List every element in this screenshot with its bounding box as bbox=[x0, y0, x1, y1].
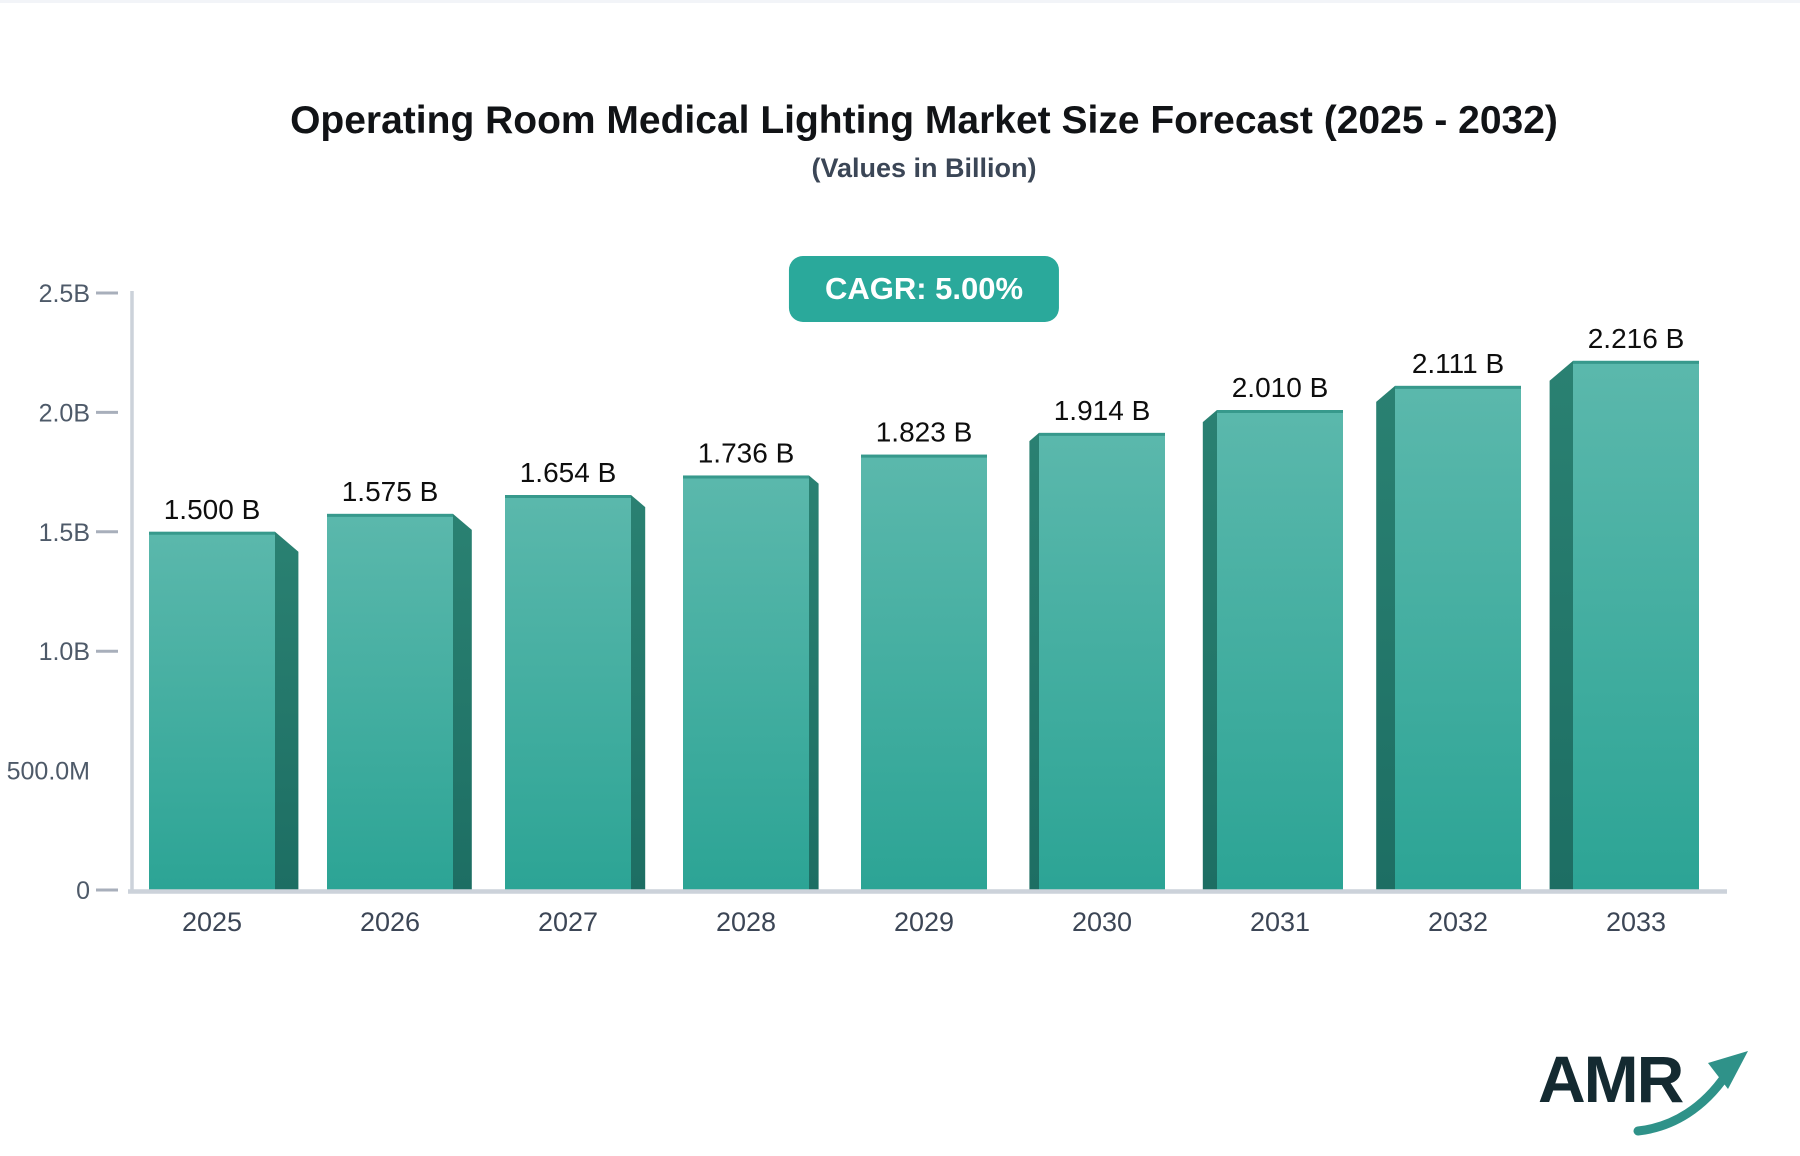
bar-2026: 1.575 B 2026 bbox=[327, 476, 472, 937]
bar-side-face bbox=[809, 475, 819, 890]
bar-value-label: 1.654 B bbox=[520, 457, 617, 488]
growth-arrow-icon bbox=[1633, 1051, 1748, 1136]
cagr-badge: CAGR: 5.00% bbox=[788, 256, 1060, 322]
y-axis-label: 2.0B bbox=[39, 399, 90, 427]
bar-side-face bbox=[275, 531, 299, 890]
cagr-badge-label: CAGR: 5.00% bbox=[824, 271, 1024, 306]
bar-value-label: 1.823 B bbox=[876, 417, 973, 448]
bar-2032: 2.111 B 2032 bbox=[1376, 348, 1521, 937]
bar-front-face bbox=[327, 513, 453, 890]
bar-2030: 1.914 B 2030 bbox=[1029, 395, 1165, 937]
bar-value-label: 1.500 B bbox=[164, 494, 261, 525]
bar-front-face bbox=[1217, 410, 1343, 890]
x-axis-label: 2028 bbox=[716, 907, 776, 937]
chart-subtitle: (Values in Billion) bbox=[811, 153, 1037, 183]
bar-value-label: 1.914 B bbox=[1054, 395, 1151, 426]
bar-side-face bbox=[1202, 410, 1217, 890]
y-axis-label: 1.5B bbox=[39, 519, 90, 547]
y-axis-label: 2.5B bbox=[39, 280, 90, 308]
x-axis-label: 2027 bbox=[538, 907, 598, 937]
x-axis-label: 2026 bbox=[360, 907, 420, 937]
bar-side-face bbox=[1376, 385, 1395, 890]
y-axis-label: 0 bbox=[76, 877, 90, 905]
bar-value-label: 2.010 B bbox=[1232, 372, 1329, 403]
bar-value-label: 2.111 B bbox=[1412, 348, 1504, 379]
bar-value-label: 1.575 B bbox=[342, 476, 439, 507]
bar-value-label: 2.216 B bbox=[1588, 323, 1685, 354]
x-axis-label: 2031 bbox=[1250, 907, 1310, 937]
x-axis-label: 2029 bbox=[894, 907, 954, 937]
bar-2031: 2.010 B 2031 bbox=[1202, 372, 1343, 937]
bar-front-face bbox=[1395, 385, 1521, 890]
bar-side-face bbox=[453, 513, 472, 890]
amr-logo: AMR bbox=[1538, 1041, 1768, 1141]
bar-front-face bbox=[861, 454, 987, 890]
y-axis-label: 500.0M bbox=[7, 758, 90, 786]
x-axis-label: 2030 bbox=[1072, 907, 1132, 937]
bar-side-face bbox=[1549, 360, 1573, 890]
bar-front-face bbox=[149, 531, 275, 890]
chart-title: Operating Room Medical Lighting Market S… bbox=[290, 99, 1558, 142]
bar-2027: 1.654 B 2027 bbox=[505, 457, 646, 937]
bar-2028: 1.736 B 2028 bbox=[683, 437, 819, 937]
bar-side-face bbox=[631, 495, 646, 890]
bar-front-face bbox=[1573, 360, 1699, 890]
y-axis-label: 1.0B bbox=[39, 638, 90, 666]
x-axis-label: 2032 bbox=[1428, 907, 1488, 937]
bar-chart: 2.5B 2.0B 1.5B 1.0B 500.0M 0 1.500 B 2025 1.575 … bbox=[7, 280, 1727, 937]
bar-2029: 1.823 B 2029 bbox=[861, 417, 987, 937]
bar-2033: 2.216 B 2033 bbox=[1549, 323, 1699, 937]
amr-logo-text: AMR bbox=[1538, 1042, 1684, 1116]
bar-front-face bbox=[1039, 432, 1165, 890]
bar-value-label: 1.736 B bbox=[698, 437, 795, 468]
bar-side-face bbox=[1029, 432, 1039, 890]
x-axis-label: 2025 bbox=[182, 907, 242, 937]
x-axis-label: 2033 bbox=[1606, 907, 1666, 937]
bar-front-face bbox=[505, 495, 631, 890]
bar-front-face bbox=[683, 475, 809, 890]
bar-2025: 1.500 B 2025 bbox=[149, 494, 299, 937]
